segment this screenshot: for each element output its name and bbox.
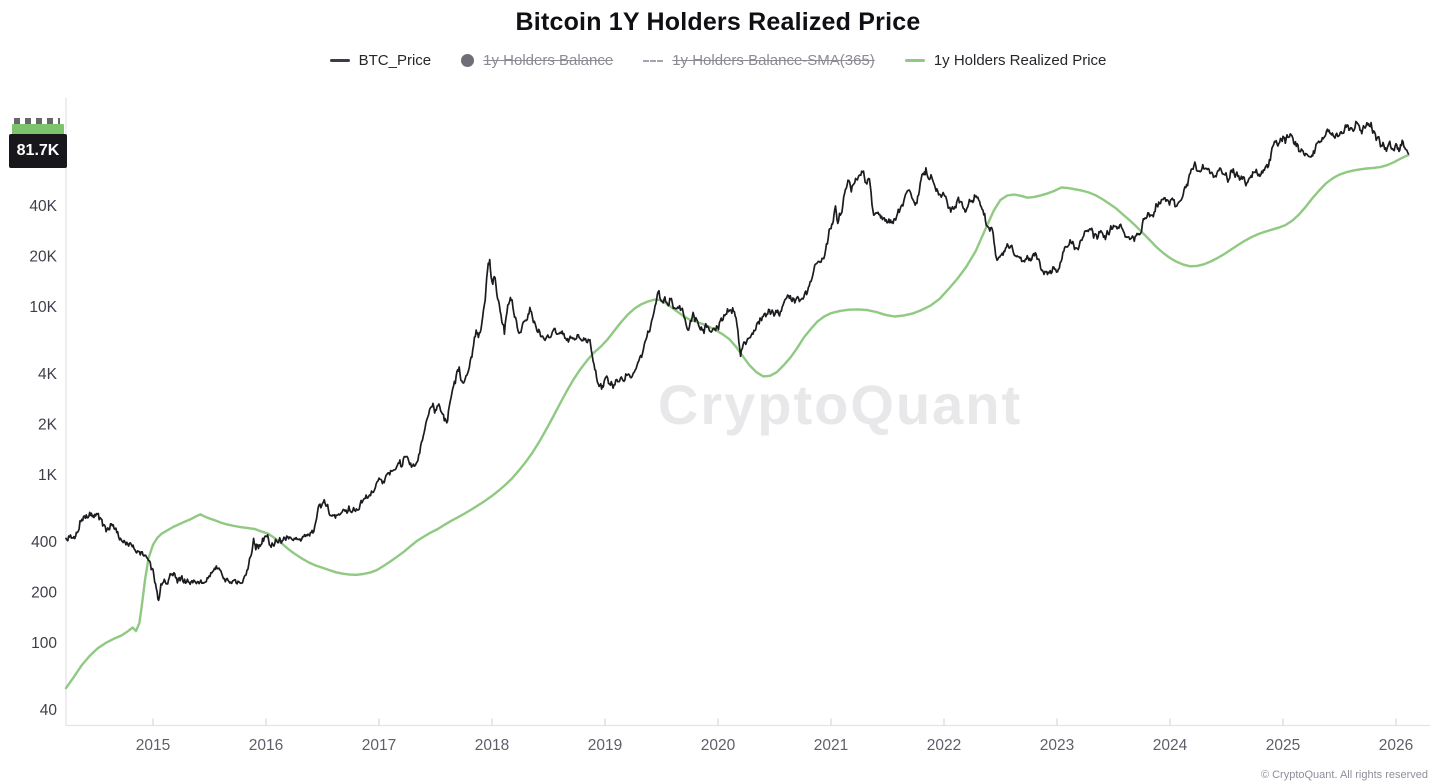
y-axis-label: 200 xyxy=(31,585,57,602)
y-axis-label: 400 xyxy=(31,534,57,551)
legend-marker-line-icon xyxy=(904,59,925,62)
x-axis-label: 2019 xyxy=(588,737,622,754)
x-axis-label: 2021 xyxy=(814,737,848,754)
legend-item-1y-holders-balance[interactable]: 1y Holders Balance xyxy=(461,52,613,69)
x-axis-label: 2022 xyxy=(927,737,961,754)
copyright-footer: © CryptoQuant. All rights reserved xyxy=(1260,769,1428,781)
y-axis-label: 40K xyxy=(29,198,57,215)
x-axis-label: 2025 xyxy=(1266,737,1300,754)
x-axis-label: 2017 xyxy=(362,737,396,754)
x-axis-label: 2016 xyxy=(249,737,283,754)
btc-price-line xyxy=(65,120,1410,602)
y-axis-label: 1K xyxy=(38,467,58,484)
realized-price-badge-clipped-text xyxy=(14,118,60,124)
realized-price-line xyxy=(64,154,1410,690)
legend-item-1y-holders-balance-sma-365-[interactable]: 1y Holders Balance-SMA(365) xyxy=(643,52,875,69)
watermark-text: CryptoQuant xyxy=(658,373,1022,436)
legend-item-label: 1y Holders Realized Price xyxy=(933,52,1107,69)
legend-marker-circle-icon xyxy=(461,54,475,67)
last-price-badge-label: 81.7K xyxy=(16,142,60,159)
page-title: Bitcoin 1Y Holders Realized Price xyxy=(515,8,921,36)
legend-marker-dashed-line-icon xyxy=(643,59,664,62)
x-axis-label: 2024 xyxy=(1153,737,1188,754)
chart-legend: BTC_Price 1y Holders Balance 1y Holders Ba… xyxy=(0,52,1436,69)
legend-item-label: BTC_Price xyxy=(358,52,432,69)
y-axis-label: 40 xyxy=(40,702,58,719)
legend-item-btc-price[interactable]: BTC_Price xyxy=(329,52,432,69)
legend-item-label: 1y Holders Balance-SMA(365) xyxy=(672,52,875,69)
legend-marker-line-icon xyxy=(329,59,350,62)
y-axis-label: 10K xyxy=(29,299,57,316)
last-price-badge: 81.7K xyxy=(9,134,67,168)
legend-item-1y-holders-realized-price[interactable]: 1y Holders Realized Price xyxy=(904,52,1107,69)
x-axis-label: 2015 xyxy=(136,737,170,754)
realized-price-badge xyxy=(12,124,64,136)
x-axis-label: 2023 xyxy=(1040,737,1074,754)
y-axis-label: 2K xyxy=(38,417,58,434)
x-axis-label: 2026 xyxy=(1379,737,1413,754)
y-axis-label: 20K xyxy=(29,249,57,266)
y-axis-label: 100 xyxy=(31,635,57,652)
x-axis-label: 2018 xyxy=(475,737,509,754)
y-axis-label: 4K xyxy=(38,366,58,383)
x-axis-label: 2020 xyxy=(701,737,736,754)
legend-item-label: 1y Holders Balance xyxy=(483,52,614,69)
